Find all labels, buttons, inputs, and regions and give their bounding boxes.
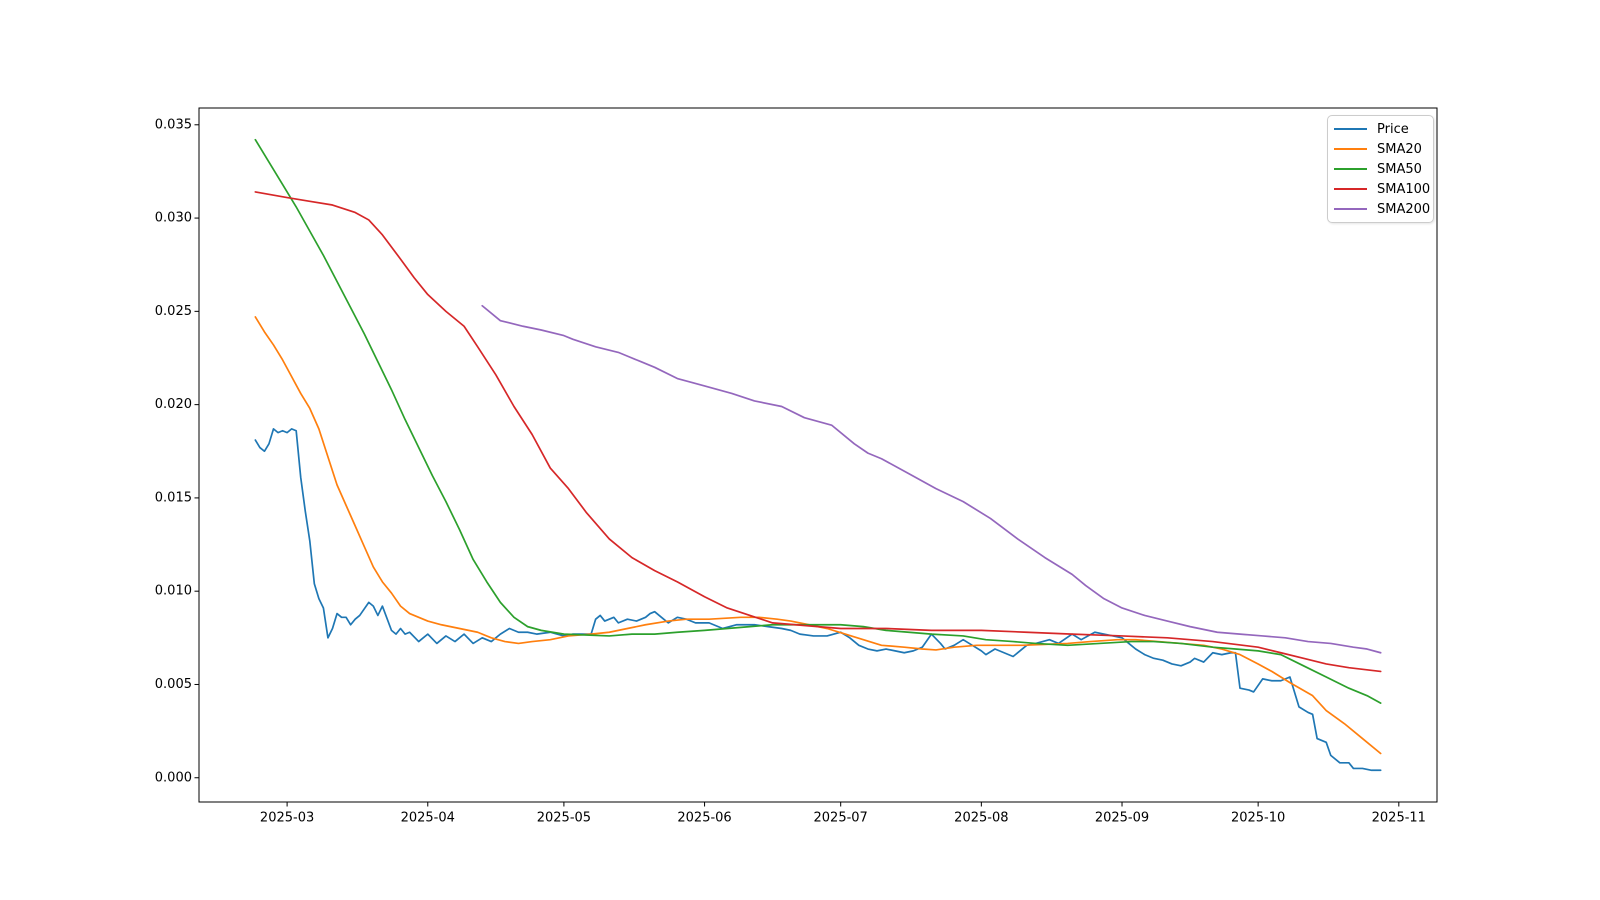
x-tick-label: 2025-11: [1372, 811, 1426, 826]
legend-label-price: Price: [1377, 121, 1409, 137]
sma200-line: [481, 304, 1382, 654]
price-line-swatch: [1334, 128, 1367, 130]
y-tick-label: 0.035: [155, 117, 192, 132]
y-tick-label: 0.030: [155, 211, 192, 226]
legend-label-sma200: SMA200: [1377, 201, 1431, 217]
x-tick-label: 2025-08: [954, 811, 1008, 826]
legend-item-sma50: SMA50: [1328, 159, 1433, 179]
sma20-line-swatch: [1334, 148, 1367, 150]
price-line: [254, 428, 1382, 772]
x-tick-label: 2025-03: [260, 811, 314, 826]
legend: Price SMA20 SMA50 SMA100 SMA200: [1327, 115, 1434, 223]
legend-label-sma20: SMA20: [1377, 141, 1422, 157]
sma100-line-swatch: [1334, 188, 1367, 190]
x-tick-label: 2025-04: [401, 811, 455, 826]
y-tick-label: 0.005: [155, 677, 192, 692]
legend-item-sma200: SMA200: [1328, 199, 1433, 219]
legend-label-sma100: SMA100: [1377, 181, 1431, 197]
sma50-line-swatch: [1334, 168, 1367, 170]
y-tick-label: 0.020: [155, 397, 192, 412]
legend-item-sma100: SMA100: [1328, 179, 1433, 199]
x-tick-label: 2025-06: [677, 811, 731, 826]
sma200-line-swatch: [1334, 208, 1367, 210]
legend-item-sma20: SMA20: [1328, 139, 1433, 159]
sma100-line: [254, 191, 1382, 673]
y-tick-label: 0.025: [155, 304, 192, 319]
legend-label-sma50: SMA50: [1377, 161, 1422, 177]
sma50-line: [254, 138, 1382, 704]
y-tick-label: 0.015: [155, 490, 192, 505]
x-tick-label: 2025-10: [1231, 811, 1285, 826]
y-tick-label: 0.000: [155, 770, 192, 785]
x-tick-label: 2025-07: [814, 811, 868, 826]
legend-item-price: Price: [1328, 119, 1433, 139]
plot-border: [198, 107, 1438, 803]
sma20-line: [254, 316, 1382, 755]
x-tick-label: 2025-05: [537, 811, 591, 826]
x-tick-label: 2025-09: [1095, 811, 1149, 826]
y-tick-label: 0.010: [155, 584, 192, 599]
